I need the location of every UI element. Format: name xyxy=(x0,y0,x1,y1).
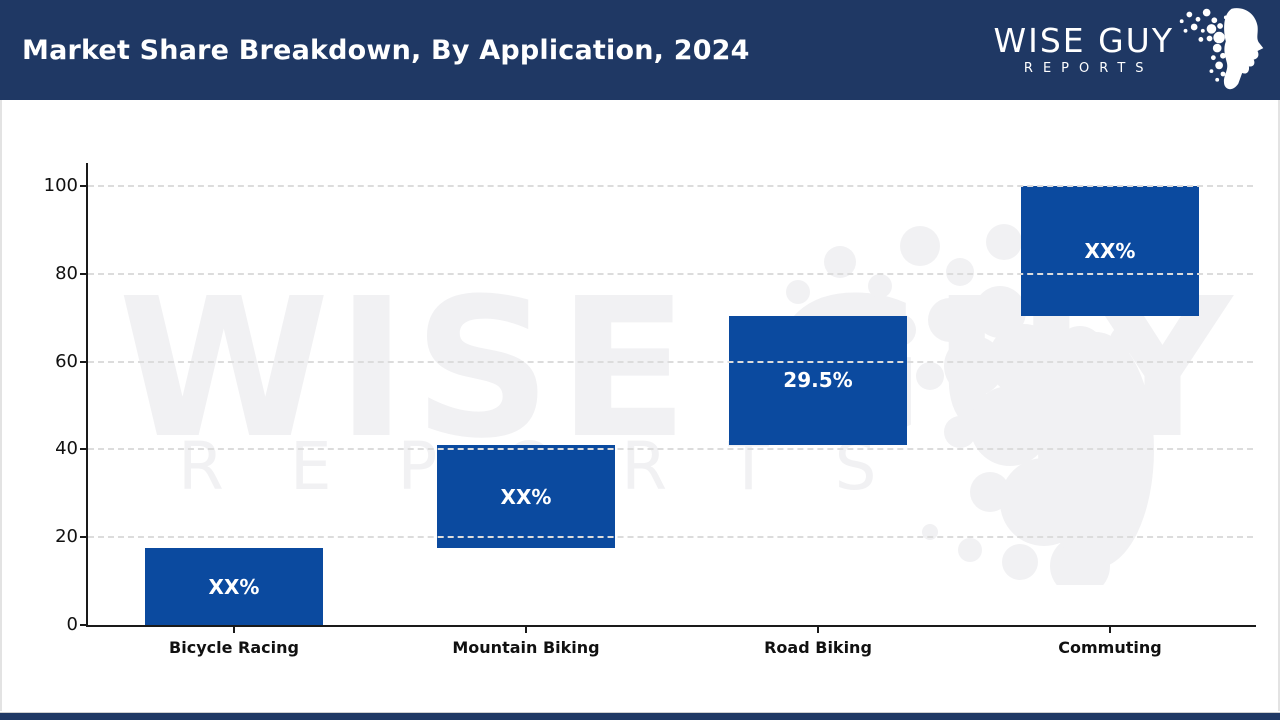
x-tick-0 xyxy=(233,625,235,633)
gridline-40 xyxy=(88,448,1253,451)
header-band: Market Share Breakdown, By Application, … xyxy=(0,0,1280,100)
logo-subtitle: REPORTS xyxy=(1023,61,1154,76)
wiseguy-logo: WISE GUY REPORTS xyxy=(984,0,1274,100)
y-tick-20 xyxy=(80,536,88,539)
bar-value-label: XX% xyxy=(208,574,260,599)
y-axis-spine xyxy=(86,163,88,627)
bar-value-label: XX% xyxy=(500,484,552,509)
x-category-label: Bicycle Racing xyxy=(169,638,299,657)
page-title: Market Share Breakdown, By Application, … xyxy=(22,34,750,66)
bar-commuting xyxy=(1021,186,1199,316)
gridline-80 xyxy=(88,272,1253,275)
y-tick-label-100: 100 xyxy=(43,175,78,196)
bar-road-biking xyxy=(729,315,907,445)
y-tick-100 xyxy=(80,185,88,187)
x-tick-2 xyxy=(817,625,819,633)
x-category-label: Mountain Biking xyxy=(452,638,600,657)
y-tick-label-20: 20 xyxy=(55,526,78,548)
bar-bicycle-racing xyxy=(145,548,323,625)
y-tick-label-60: 60 xyxy=(55,350,78,372)
y-tick-60 xyxy=(80,360,88,363)
x-category-label: Commuting xyxy=(1058,638,1162,657)
y-tick-40 xyxy=(80,448,88,451)
y-tick-0 xyxy=(80,624,88,626)
logo-wordmark: WISE GUY xyxy=(993,21,1174,60)
y-tick-label-0: 0 xyxy=(66,614,78,635)
y-tick-label-40: 40 xyxy=(55,438,78,460)
bar-value-label: 29.5% xyxy=(783,368,853,393)
gridline-20 xyxy=(88,536,1253,539)
logo-face-icon xyxy=(1179,8,1264,90)
bar-mountain-biking xyxy=(437,445,615,549)
x-tick-3 xyxy=(1109,625,1111,633)
footer-bar xyxy=(0,712,1280,720)
y-tick-label-80: 80 xyxy=(55,262,78,284)
gridline-60 xyxy=(88,360,1253,363)
y-tick-80 xyxy=(80,272,88,275)
x-tick-1 xyxy=(525,625,527,633)
x-axis-spine xyxy=(86,625,1256,627)
bar-value-label: XX% xyxy=(1084,238,1136,263)
x-category-label: Road Biking xyxy=(764,638,872,657)
logo-text: WISE GUY REPORTS xyxy=(993,21,1174,77)
gridline-100 xyxy=(88,185,1253,187)
